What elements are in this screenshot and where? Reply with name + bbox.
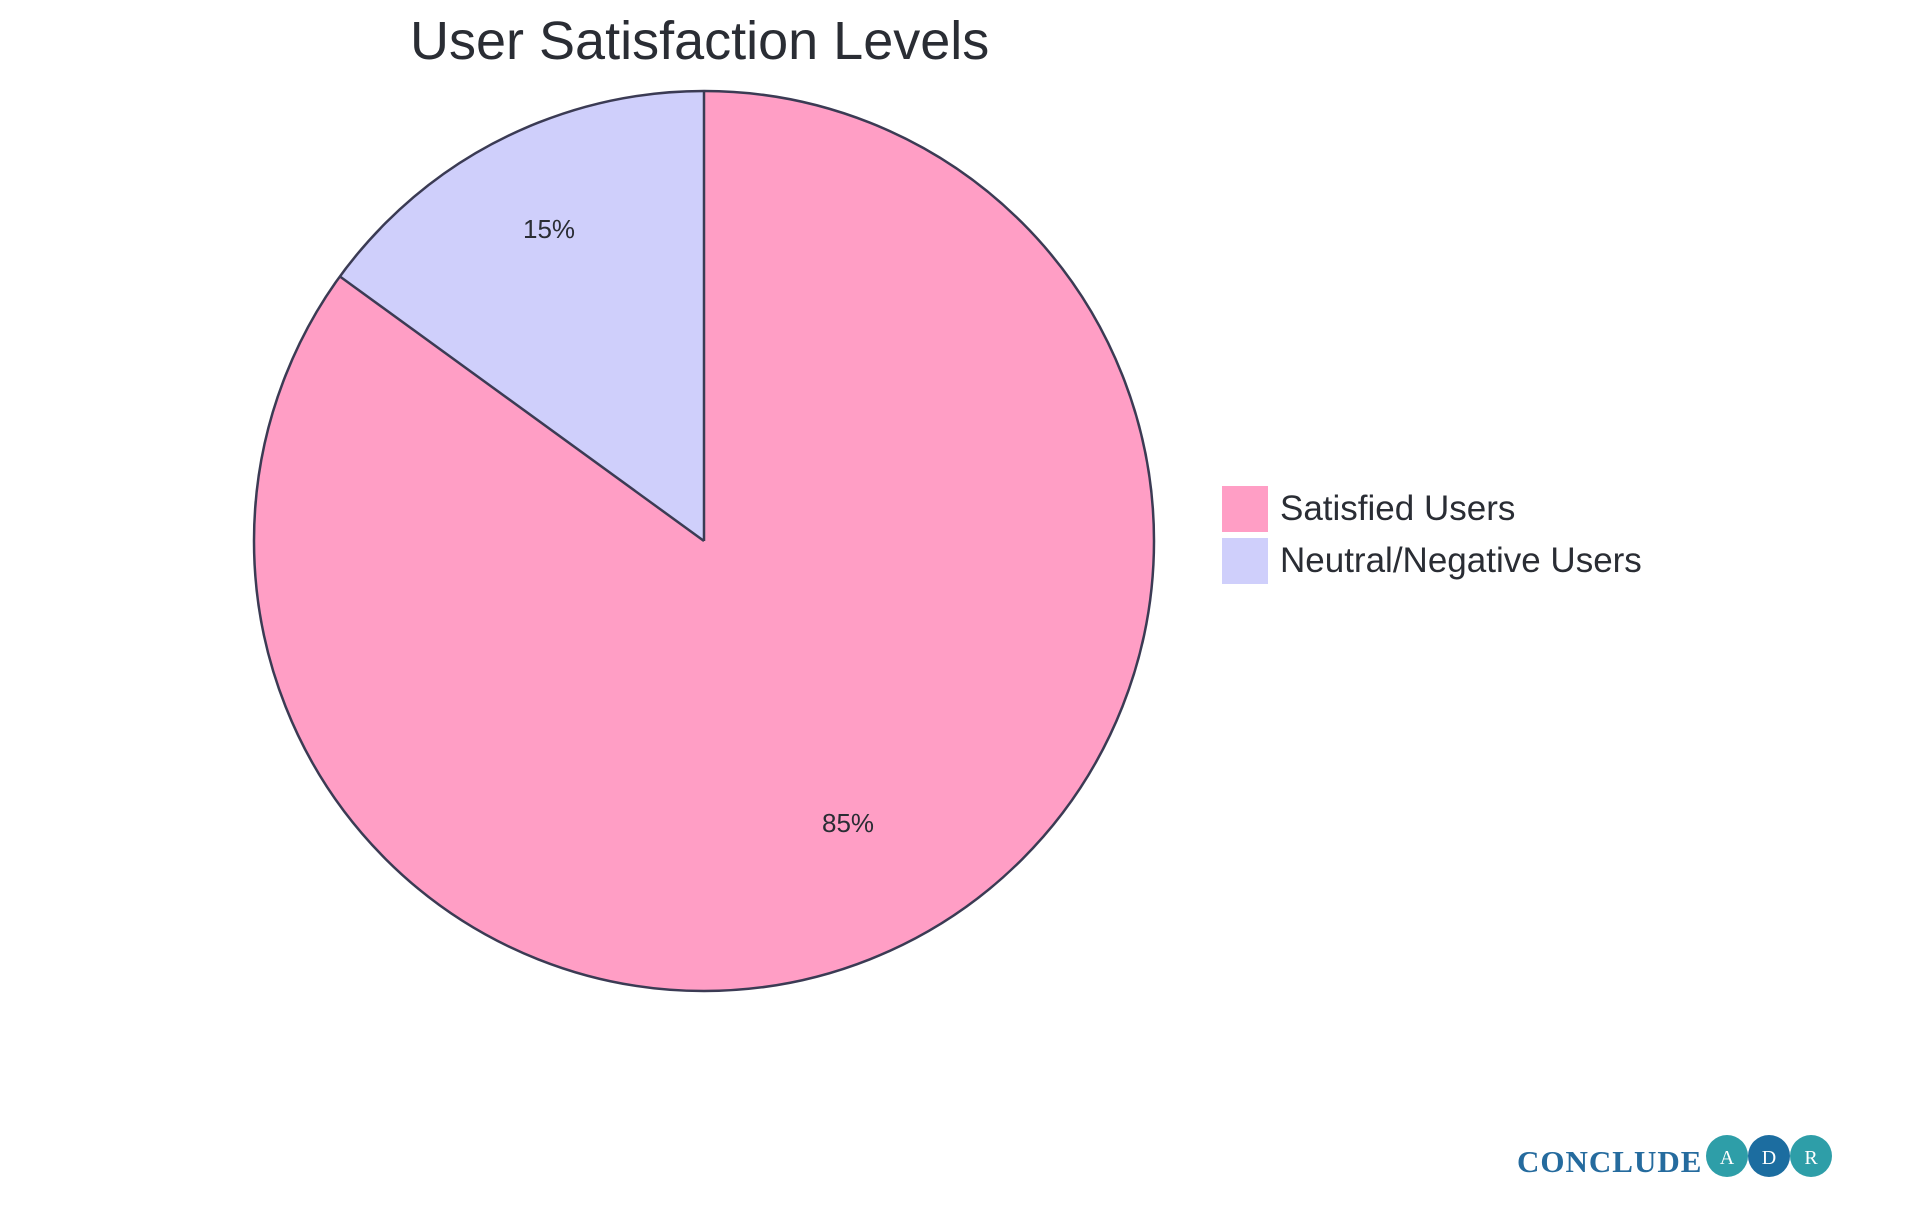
svg-text:R: R [1804, 1147, 1818, 1169]
svg-text:CONCLUDE: CONCLUDE [1517, 1144, 1702, 1179]
svg-text:A: A [1720, 1147, 1735, 1169]
svg-text:D: D [1762, 1147, 1776, 1169]
